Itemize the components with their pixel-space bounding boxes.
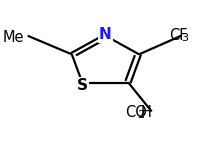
Text: CO: CO	[125, 105, 147, 120]
Text: S: S	[77, 78, 88, 93]
Text: H: H	[141, 105, 152, 120]
Text: N: N	[99, 27, 112, 42]
Text: 3: 3	[181, 33, 188, 43]
Text: CF: CF	[170, 28, 188, 43]
Text: 2: 2	[137, 110, 144, 120]
Text: Me: Me	[3, 30, 25, 45]
